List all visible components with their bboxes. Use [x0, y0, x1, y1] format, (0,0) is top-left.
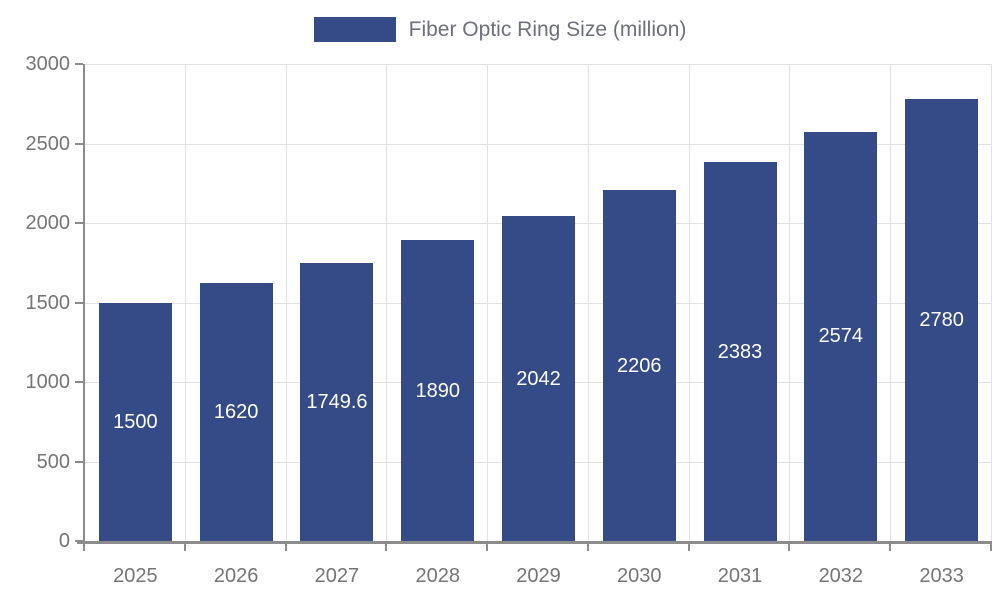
y-tick-label: 500 — [36, 450, 70, 473]
bar-2029[interactable] — [502, 216, 575, 541]
bar-2030[interactable] — [602, 190, 676, 541]
bar-2026[interactable] — [199, 283, 273, 541]
legend-swatch — [313, 17, 396, 42]
gridline-v — [587, 64, 589, 541]
gridline-h — [85, 143, 992, 145]
x-axis-tick — [486, 541, 489, 551]
x-tick-label-2029: 2029 — [516, 565, 561, 587]
gridline-v — [386, 64, 388, 541]
legend-label: Fiber Optic Ring Size (million) — [408, 18, 687, 41]
y-axis-tick — [75, 381, 83, 383]
x-axis-tick — [586, 541, 589, 551]
x-tick-label-2026: 2026 — [213, 565, 259, 587]
y-tick-label: 1000 — [25, 371, 71, 393]
gridline-v — [789, 64, 791, 541]
legend[interactable]: Fiber Optic Ring Size (million) — [0, 17, 1000, 42]
x-axis-tick — [385, 541, 388, 551]
y-tick-label: 3000 — [25, 53, 71, 75]
x-tick-label-2032: 2032 — [818, 565, 864, 587]
y-axis-line — [83, 64, 85, 544]
x-axis-tick — [788, 541, 791, 551]
y-tick-label: 2000 — [25, 212, 71, 234]
y-axis-tick — [75, 301, 83, 304]
bar-2027[interactable] — [300, 262, 374, 541]
x-tick-label-2028: 2028 — [415, 565, 460, 587]
x-axis-tick — [83, 541, 85, 551]
gridline-h — [85, 64, 992, 65]
x-tick-label-2027: 2027 — [314, 565, 360, 587]
y-axis-tick — [75, 222, 83, 224]
x-axis-tick — [990, 541, 992, 551]
gridline-v — [487, 64, 489, 541]
x-axis-tick — [284, 541, 287, 551]
gridline-v — [890, 64, 892, 541]
y-axis-tick — [75, 540, 83, 542]
bar-2025[interactable] — [98, 302, 172, 541]
bar-2033[interactable] — [905, 98, 979, 541]
x-tick-label-2030: 2030 — [617, 565, 662, 587]
y-axis-tick — [75, 460, 83, 463]
x-tick-label-2033: 2033 — [919, 565, 964, 587]
x-axis-tick — [889, 541, 892, 551]
bar-2032[interactable] — [804, 131, 878, 541]
y-axis-tick — [75, 63, 83, 65]
bar-2028[interactable] — [401, 240, 475, 541]
gridline-v — [688, 64, 690, 541]
x-axis-tick — [183, 541, 186, 551]
x-axis-tick — [687, 541, 690, 551]
plot-area: 1500 1620 1749.6 1890 2042 2206 2383 2574 2780 — [85, 64, 992, 541]
bar-2031[interactable] — [703, 162, 777, 541]
x-axis-line — [77, 541, 992, 544]
x-tick-label-2025: 2025 — [113, 565, 158, 587]
y-tick-label: 2500 — [25, 132, 71, 155]
y-axis-tick — [75, 142, 83, 145]
y-tick-label: 1500 — [25, 291, 71, 314]
y-tick-label: 0 — [58, 530, 70, 552]
x-tick-label-2031: 2031 — [717, 565, 763, 587]
gridline-v — [184, 64, 186, 541]
gridline-v — [285, 64, 287, 541]
gridline-v — [991, 64, 992, 541]
